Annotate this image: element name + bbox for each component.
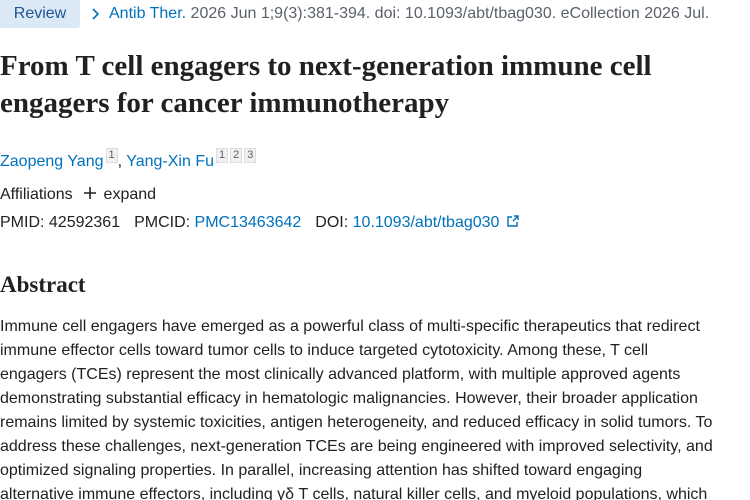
affiliation-ref[interactable]: 1: [105, 148, 118, 163]
affiliation-ref[interactable]: 1: [215, 148, 229, 163]
affiliations-label: Affiliations: [0, 186, 73, 203]
citation: 2026 Jun 1;9(3):381-394. doi: 10.1093/ab…: [190, 5, 710, 22]
abstract-line: optimized signaling properties. In paral…: [0, 462, 643, 479]
review-badge[interactable]: Review: [0, 0, 80, 28]
author-name[interactable]: Yang-Xin Fu: [126, 153, 214, 170]
authors: Zaopeng Yang 1, Yang-Xin Fu 1 2 3: [0, 148, 257, 171]
chevron-icon: [92, 8, 100, 20]
pmcid-label: PMCID:: [134, 214, 191, 231]
doi-link[interactable]: 10.1093/abt/tbag030: [352, 214, 500, 231]
title-line: From T cell engagers to next-generation …: [0, 50, 652, 82]
abstract-line: alternative immune effectors, including …: [0, 486, 708, 500]
abstract-line: Immune cell engagers have emerged as a p…: [0, 318, 700, 335]
identifiers: PMID: 42592361 PMCID: PMC13463642 DOI: 10.…: [0, 214, 519, 232]
abstract-line: immune effector cells toward tumor cells…: [0, 342, 649, 359]
abstract-line: remains limited by systemic toxicities, …: [0, 414, 713, 431]
journal-link[interactable]: Antib Ther.: [109, 5, 187, 22]
title-line: engagers for cancer immunotherapy: [0, 87, 450, 119]
author-name[interactable]: Zaopeng Yang: [0, 153, 104, 170]
abstract-line: engagers (TCEs) represent the most clini…: [0, 366, 681, 383]
abstract-line: demonstrating substantial efficacy in he…: [0, 390, 698, 407]
affiliations-toggle[interactable]: Affiliations expand: [0, 186, 156, 204]
pmid-label: PMID:: [0, 214, 45, 231]
expand-label: expand: [103, 186, 157, 203]
affiliation-ref[interactable]: 2: [230, 148, 243, 163]
pmid: 42592361: [48, 214, 121, 231]
external-link-icon: [507, 215, 519, 227]
plus-icon: [84, 187, 97, 199]
affiliation-ref[interactable]: 3: [244, 148, 257, 163]
citation-line: Antib Ther. 2026 Jun 1;9(3):381-394. doi…: [109, 5, 709, 23]
doi-label: DOI:: [315, 214, 349, 231]
abstract-heading: Abstract: [0, 272, 86, 297]
pmcid-link[interactable]: PMC13463642: [194, 214, 302, 231]
abstract-line: address these challenges, next-generatio…: [0, 438, 713, 455]
